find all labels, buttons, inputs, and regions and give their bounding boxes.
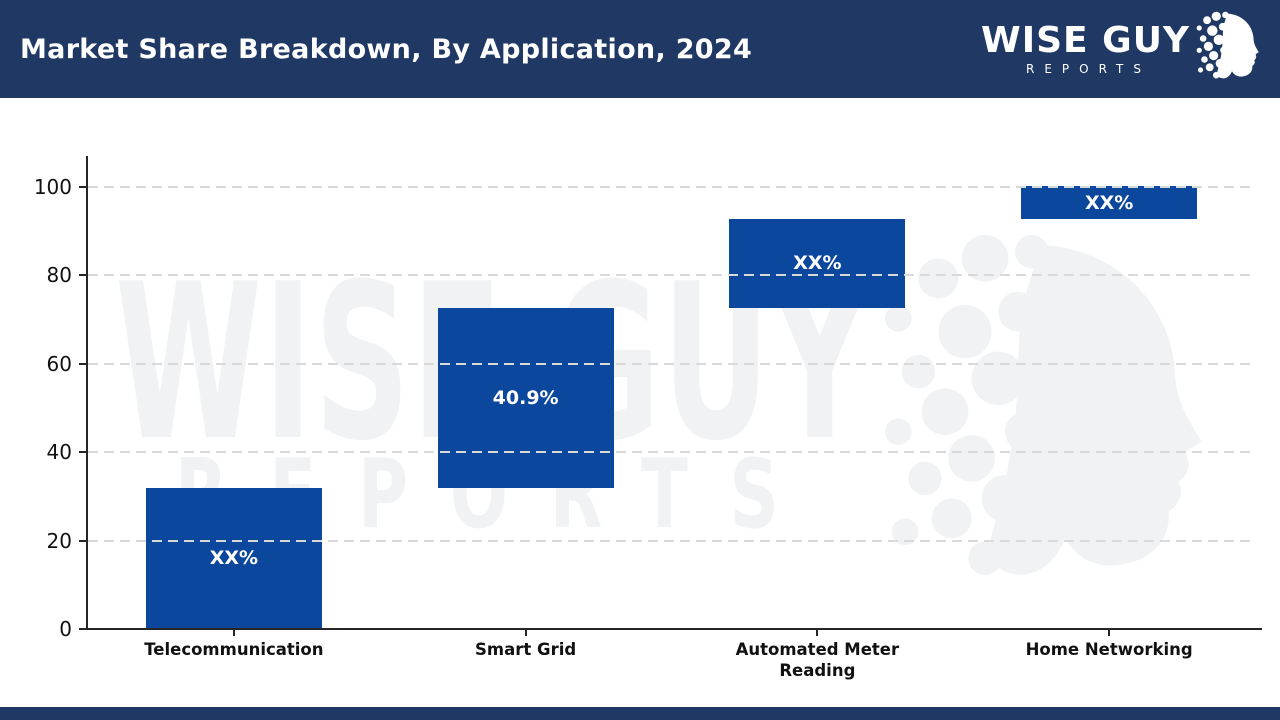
y-tick-mark <box>79 539 86 542</box>
watermark-head-icon <box>885 235 1202 575</box>
bar-home-networking: XX% <box>1021 186 1198 220</box>
gridline <box>88 274 1255 277</box>
y-tick-mark <box>79 628 86 630</box>
y-tick-label: 80 <box>46 263 72 288</box>
x-category-label: Automated Meter Reading <box>735 640 900 680</box>
y-tick-label: 100 <box>33 175 72 199</box>
bar-value-label: XX% <box>793 252 842 275</box>
x-category-label: Telecommunication <box>144 640 324 659</box>
y-tick-mark <box>79 451 86 454</box>
y-tick-mark <box>79 362 86 365</box>
bar-value-label: XX% <box>1084 191 1134 214</box>
gridline <box>88 539 1255 542</box>
x-tick-mark <box>1108 630 1111 636</box>
logo-text: WISE GUY REPORTS <box>980 19 1190 76</box>
bar-value-label: XX% <box>209 547 259 570</box>
chart-title: Market Share Breakdown, By Application, … <box>20 33 753 65</box>
header-band: Market Share Breakdown, By Application, … <box>0 0 1280 98</box>
wise-guy-logo: WISE GUY REPORTS <box>981 7 1280 91</box>
y-tick-label: 40 <box>46 440 72 465</box>
x-tick-mark <box>524 630 527 636</box>
y-tick-label: 60 <box>46 351 72 376</box>
bar-automated-meter-reading: XX% <box>729 219 906 308</box>
x-tick-mark <box>816 630 819 636</box>
x-category-label: Home Networking <box>1025 640 1193 659</box>
y-tick-mark <box>79 274 86 277</box>
x-category-label: Smart Grid <box>475 640 577 659</box>
gridline <box>88 451 1255 454</box>
bar-telecommunication: XX% <box>145 488 322 628</box>
dotted-head-icon <box>1196 11 1259 79</box>
x-tick-mark <box>232 630 235 636</box>
logo-wordmark: WISE GUY <box>980 19 1190 61</box>
gridline <box>88 186 1255 188</box>
footer-band <box>0 707 1280 720</box>
y-tick-label: 0 <box>59 617 72 641</box>
logo-subtitle: REPORTS <box>1025 61 1151 76</box>
y-tick-label: 20 <box>46 528 72 553</box>
gridline <box>88 362 1255 365</box>
bar-smart-grid: 40.9% <box>437 307 614 489</box>
y-tick-mark <box>79 186 86 188</box>
bar-value-label: 40.9% <box>492 386 559 409</box>
x-axis-line <box>86 628 1262 630</box>
y-axis-line <box>86 156 88 630</box>
